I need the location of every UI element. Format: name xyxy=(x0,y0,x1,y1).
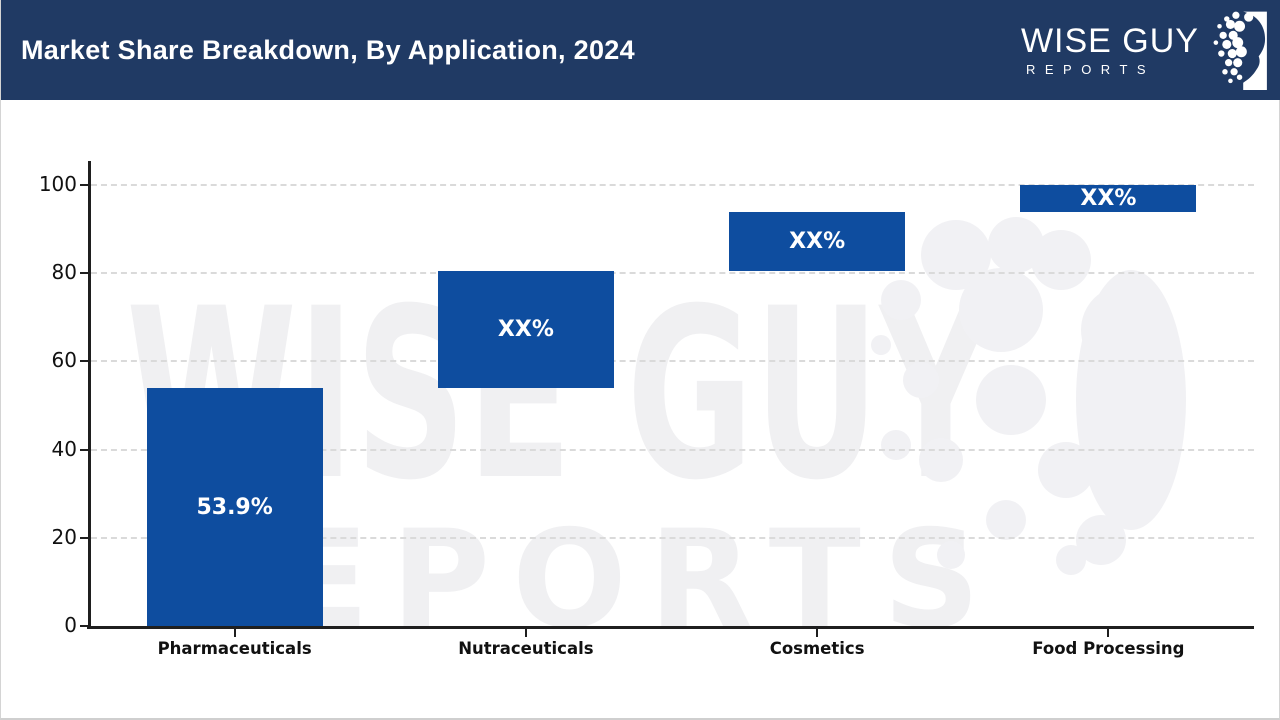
bar-food-processing xyxy=(1020,185,1197,212)
watermark-head-dot xyxy=(1031,230,1091,290)
x-axis-tick xyxy=(816,629,819,637)
y-axis-tick xyxy=(80,448,89,451)
watermark-head-dot xyxy=(976,365,1046,435)
watermark-head-dot xyxy=(881,280,921,320)
gridline xyxy=(91,448,1254,451)
bar-nutraceuticals xyxy=(437,270,614,389)
watermark-head-dot xyxy=(937,541,965,569)
gridline xyxy=(91,360,1254,363)
y-axis-tick-label: 0 xyxy=(64,613,77,637)
watermark-head-dot xyxy=(871,335,891,355)
y-axis-tick xyxy=(80,536,89,539)
watermark-head-shape xyxy=(1076,270,1186,530)
y-axis-tick-label: 80 xyxy=(51,260,77,285)
header-bar: Market Share Breakdown, By Application, … xyxy=(1,0,1280,100)
category-label-food-processing: Food Processing xyxy=(1032,639,1185,658)
gridline xyxy=(91,272,1254,275)
bar-value-label-food-processing: XX% xyxy=(1080,185,1137,211)
y-axis-tick-label: 60 xyxy=(51,348,77,373)
watermark-head-dot xyxy=(959,268,1043,352)
y-axis-tick xyxy=(80,360,89,363)
chart-title: Market Share Breakdown, By Application, … xyxy=(21,34,635,65)
wiseguy-logo: WISE GUY REPORTS xyxy=(1021,8,1267,90)
gridline xyxy=(91,536,1254,539)
wiseguy-head-icon xyxy=(1213,11,1267,90)
x-axis-tick xyxy=(233,629,236,637)
logo-subtitle: REPORTS xyxy=(1025,61,1156,77)
bar-value-label-nutraceuticals: XX% xyxy=(497,316,554,342)
y-axis-tick-label: 100 xyxy=(38,172,77,196)
bar-pharmaceuticals xyxy=(146,388,323,626)
wiseguy-logo-text: WISE GUY REPORTS xyxy=(1021,22,1199,77)
x-axis-tick xyxy=(1107,629,1110,637)
y-axis-line xyxy=(88,161,91,629)
watermark-head-dot xyxy=(903,362,939,398)
y-axis-tick xyxy=(80,272,89,275)
logo-wordmark: WISE GUY xyxy=(1020,21,1199,60)
category-label-nutraceuticals: Nutraceuticals xyxy=(458,639,594,658)
watermark-head-dot xyxy=(919,438,963,482)
x-axis-line xyxy=(87,626,1254,629)
watermark-head-dot xyxy=(1056,545,1086,575)
category-label-pharmaceuticals: Pharmaceuticals xyxy=(157,639,312,658)
bar-value-label-pharmaceuticals: 53.9% xyxy=(196,494,273,520)
y-axis-tick-label: 20 xyxy=(51,524,77,549)
watermark-head-dot xyxy=(986,500,1026,540)
bar-cosmetics xyxy=(729,211,906,271)
watermark-head-dot xyxy=(881,430,911,460)
category-label-cosmetics: Cosmetics xyxy=(769,639,865,658)
bar-value-label-cosmetics: XX% xyxy=(789,228,846,254)
x-axis-tick xyxy=(524,629,527,637)
y-axis-tick-label: 40 xyxy=(51,436,77,461)
y-axis-tick xyxy=(80,625,89,627)
y-axis-tick xyxy=(80,184,89,186)
gridline xyxy=(91,184,1254,186)
